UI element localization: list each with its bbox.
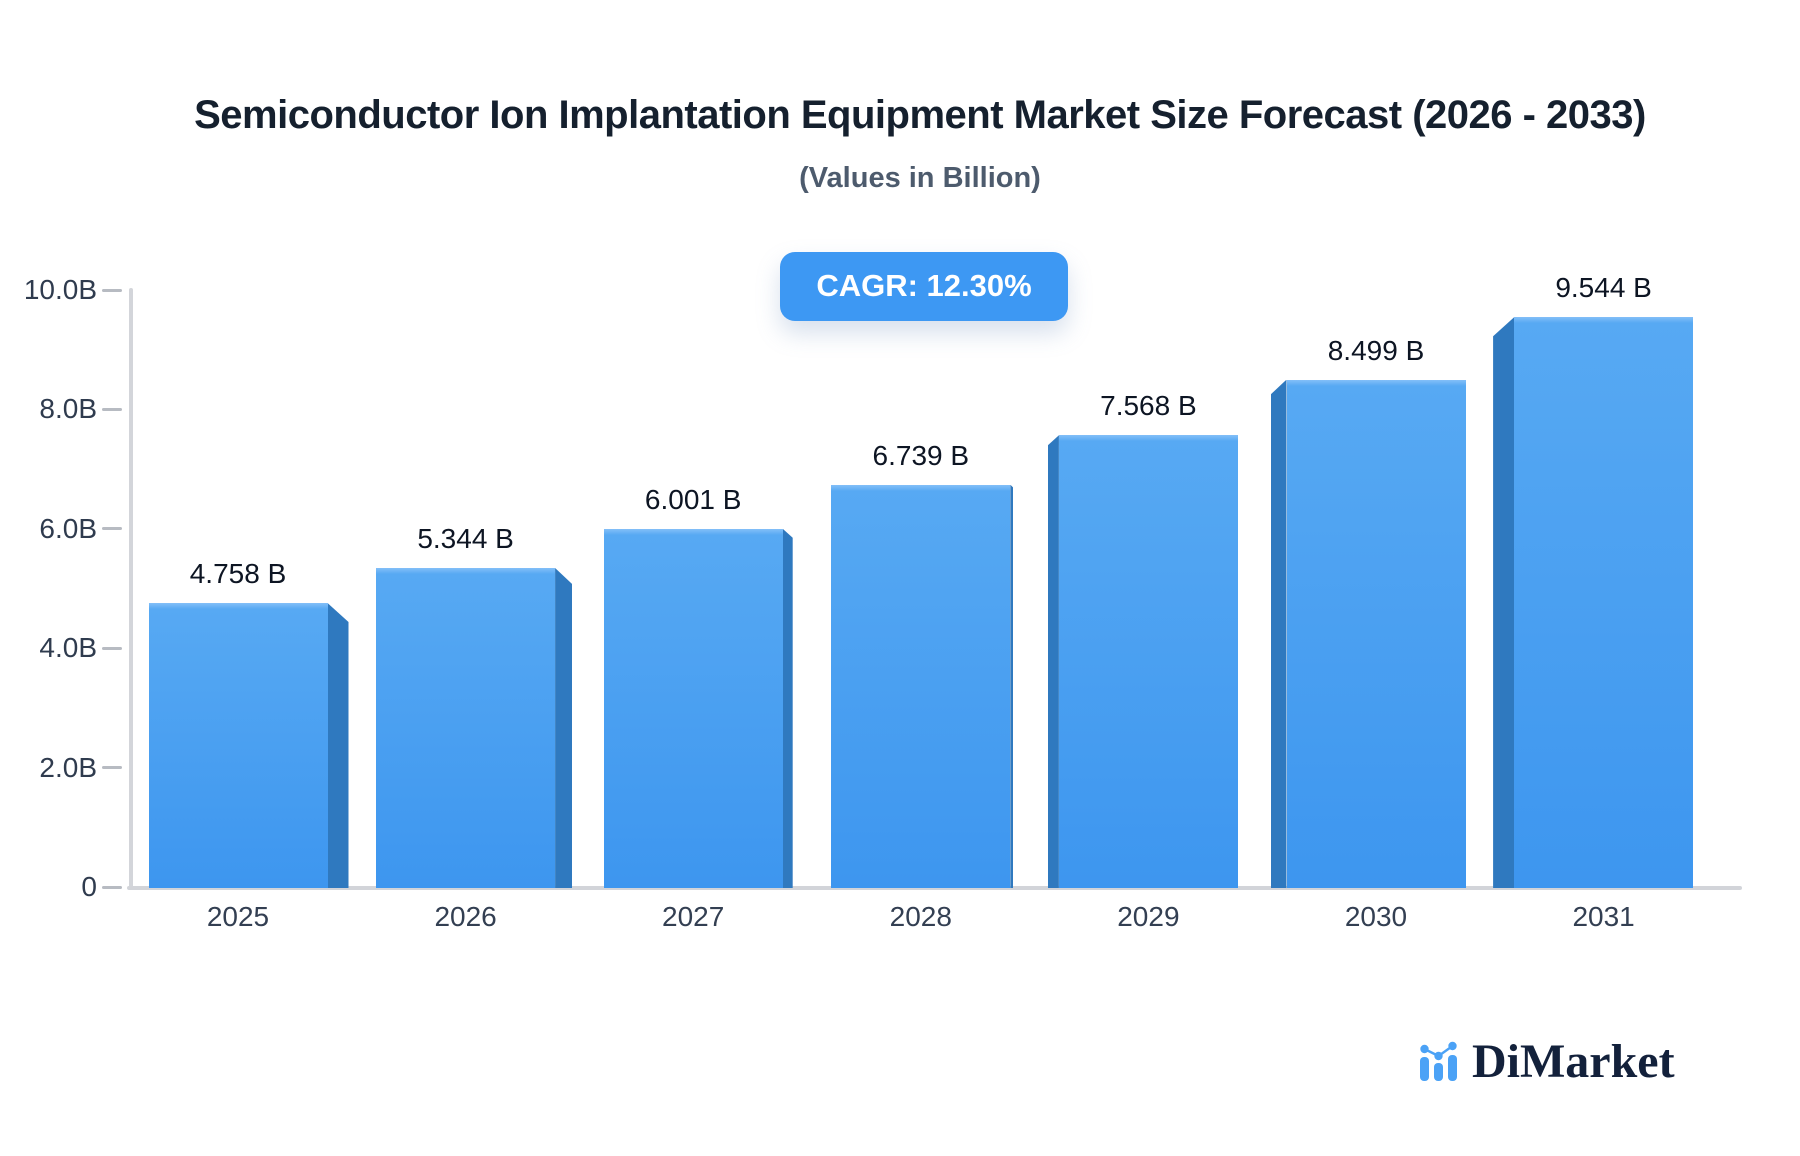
y-tick-mark bbox=[102, 527, 122, 531]
logo-text: DiMarket bbox=[1472, 1035, 1675, 1088]
x-axis-baseline bbox=[127, 886, 1742, 890]
y-tick-label: 6.0B bbox=[39, 512, 97, 544]
cagr-badge: CAGR: 12.30% bbox=[780, 252, 1068, 321]
bar-chart-logo-icon bbox=[1420, 1041, 1457, 1081]
logo: DiMarket bbox=[1418, 1038, 1675, 1086]
x-axis-label: 2027 bbox=[662, 901, 725, 932]
bar-side-face bbox=[1270, 379, 1287, 888]
bar-value-label: 7.568 B bbox=[1100, 390, 1197, 422]
bar-main-face bbox=[831, 484, 1011, 888]
bar-main-face bbox=[1058, 435, 1238, 888]
bar-main-face bbox=[148, 602, 328, 888]
y-tick-mark bbox=[102, 766, 122, 770]
y-tick-label: 8.0B bbox=[39, 393, 97, 425]
y-tick-label: 4.0B bbox=[39, 632, 97, 664]
bar-main-face bbox=[1286, 379, 1466, 888]
bar-value-label: 6.739 B bbox=[872, 439, 970, 471]
y-axis-line bbox=[129, 288, 133, 890]
y-tick-mark bbox=[102, 407, 122, 411]
x-axis-label: 2028 bbox=[889, 901, 952, 932]
y-tick-mark bbox=[102, 646, 122, 650]
bar-value-label: 4.758 B bbox=[189, 557, 287, 589]
bar-value-label: 9.544 B bbox=[1555, 272, 1652, 304]
bar-value-label: 6.001 B bbox=[644, 483, 742, 515]
y-tick-mark bbox=[102, 288, 122, 292]
bar-value-label: 8.499 B bbox=[1327, 334, 1425, 366]
y-tick-label: 2.0B bbox=[39, 751, 97, 783]
x-axis-label: 2029 bbox=[1117, 901, 1180, 932]
bar-side-face bbox=[1493, 317, 1515, 888]
bar-main-face bbox=[603, 528, 783, 888]
x-axis-label: 2030 bbox=[1344, 901, 1408, 932]
bar-side-face bbox=[782, 528, 793, 888]
bar-side-face bbox=[327, 602, 349, 888]
chart-title: Semiconductor Ion Implantation Equipment… bbox=[194, 93, 1646, 137]
y-tick-label: 10.0B bbox=[23, 274, 97, 305]
bar-value-label: 5.344 B bbox=[417, 522, 514, 554]
x-axis-label: 2025 bbox=[206, 901, 270, 932]
x-axis-label: 2031 bbox=[1572, 901, 1635, 932]
y-tick-label: 0 bbox=[81, 871, 97, 902]
chart-subtitle: (Values in Billion) bbox=[799, 162, 1041, 194]
cagr-badge-row: CAGR: 12.30% bbox=[48, 252, 1800, 321]
bar-side-face bbox=[555, 567, 573, 888]
y-tick-mark bbox=[102, 885, 122, 889]
bar-main-face bbox=[1514, 317, 1694, 888]
bar-main-face bbox=[376, 567, 556, 888]
bar-side-face bbox=[1047, 435, 1059, 888]
x-axis-label: 2026 bbox=[434, 901, 497, 932]
bar-side-face bbox=[1010, 484, 1014, 888]
